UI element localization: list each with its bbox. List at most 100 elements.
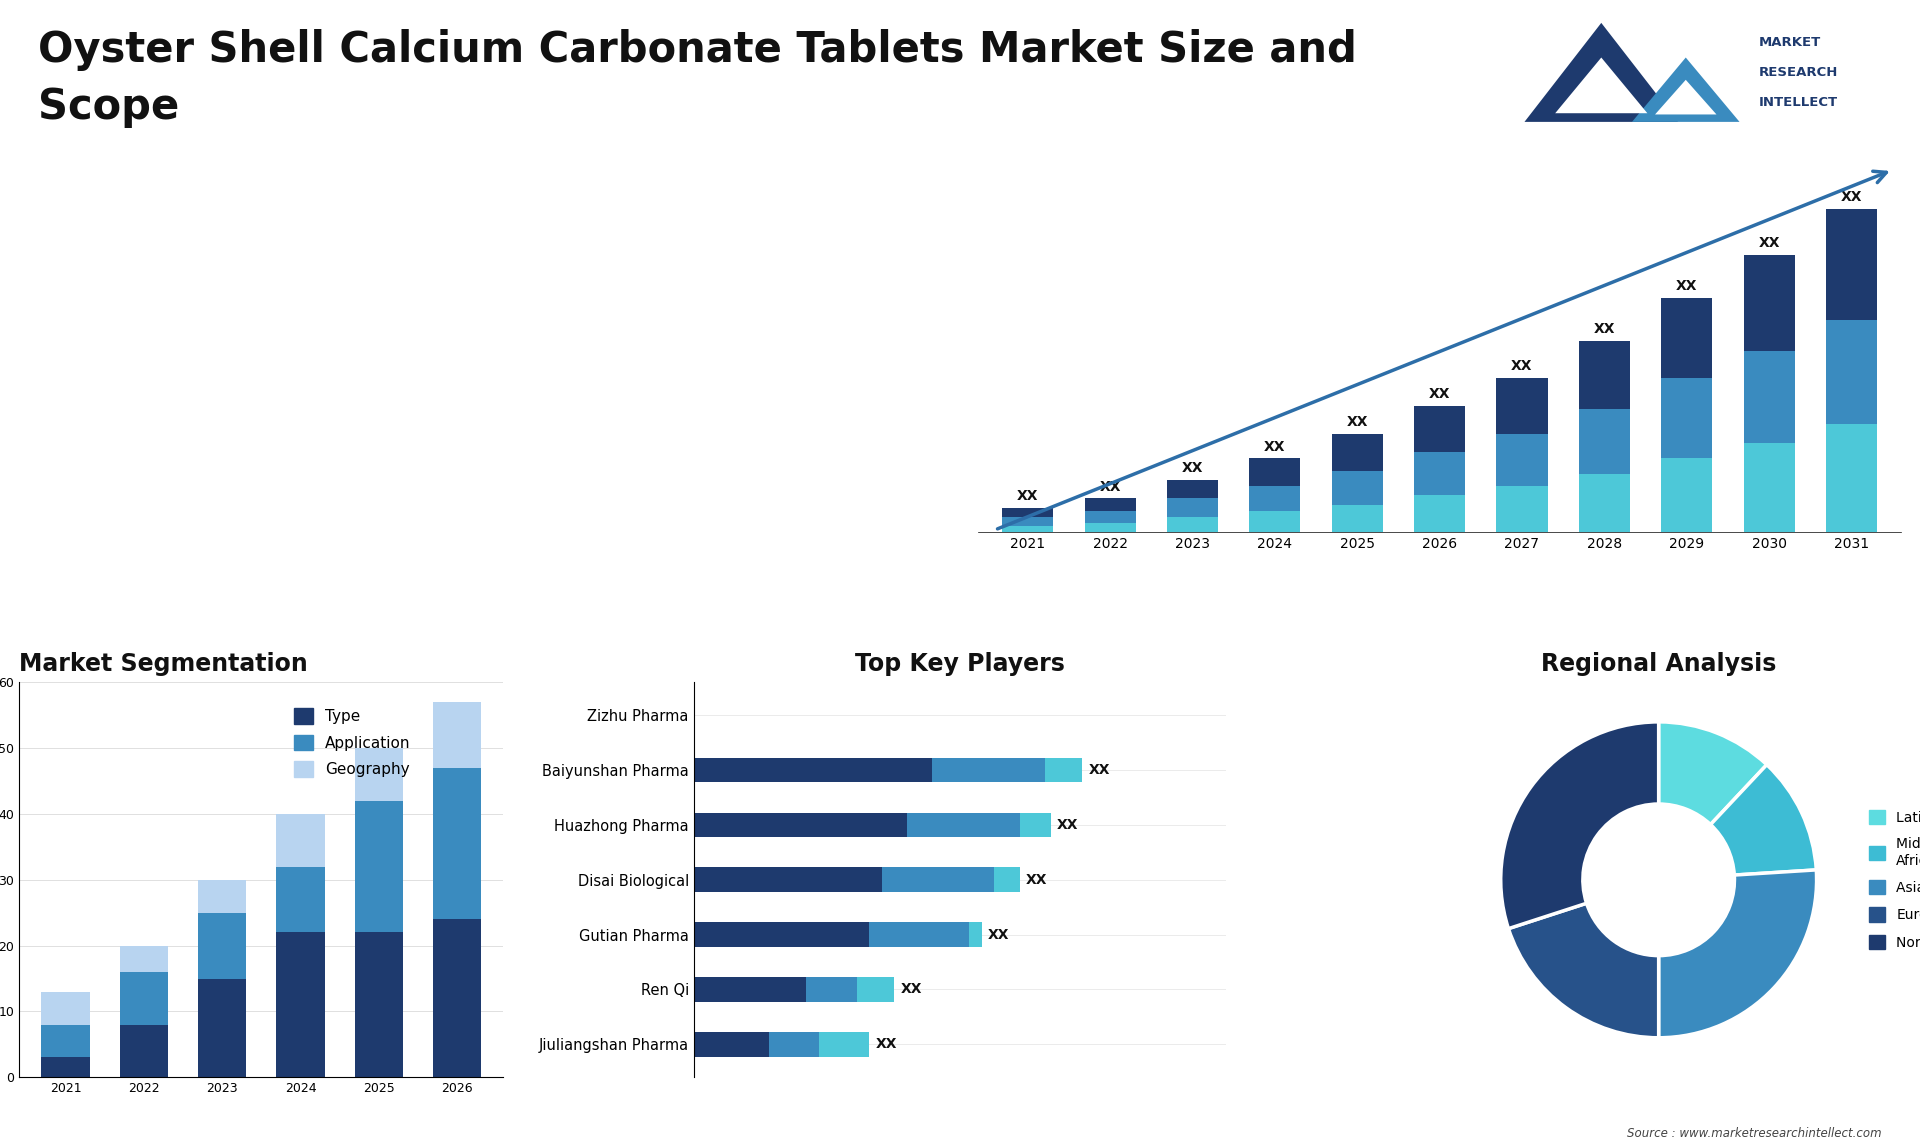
Bar xyxy=(995,868,1020,892)
Legend: Latin America, Middle East &
Africa, Asia Pacific, Europe, North America: Latin America, Middle East & Africa, Asi… xyxy=(1862,804,1920,955)
Wedge shape xyxy=(1501,722,1659,928)
Bar xyxy=(1044,758,1083,783)
Bar xyxy=(1415,495,1465,533)
Bar xyxy=(119,1025,169,1077)
Bar xyxy=(432,768,482,919)
Bar xyxy=(119,945,169,972)
Bar xyxy=(40,1058,90,1077)
Text: XX: XX xyxy=(1183,461,1204,476)
Bar xyxy=(276,814,324,866)
Bar xyxy=(1578,342,1630,409)
Text: XX: XX xyxy=(1676,280,1697,293)
Bar xyxy=(1085,499,1137,511)
Bar xyxy=(355,748,403,801)
Text: XX: XX xyxy=(1594,322,1615,337)
Bar xyxy=(1661,298,1713,378)
Legend: Type, Application, Geography: Type, Application, Geography xyxy=(288,701,417,784)
Text: Market Segmentation: Market Segmentation xyxy=(19,652,307,676)
Text: XX: XX xyxy=(1089,763,1110,777)
Bar xyxy=(1578,473,1630,533)
Bar xyxy=(355,801,403,933)
Bar xyxy=(1415,406,1465,453)
Text: XX: XX xyxy=(900,982,922,997)
Wedge shape xyxy=(1509,903,1659,1038)
Bar xyxy=(276,933,324,1077)
Text: MARKET: MARKET xyxy=(1759,37,1820,49)
Bar xyxy=(1496,486,1548,533)
Bar xyxy=(1332,504,1382,533)
Bar xyxy=(1578,409,1630,473)
Text: Scope: Scope xyxy=(38,86,180,128)
Bar xyxy=(1250,511,1300,533)
Bar xyxy=(1167,480,1217,499)
Text: XX: XX xyxy=(1058,818,1079,832)
Wedge shape xyxy=(1711,764,1816,876)
Text: XX: XX xyxy=(1841,190,1862,204)
Bar xyxy=(1661,458,1713,533)
Bar xyxy=(198,979,246,1077)
Bar xyxy=(856,978,895,1002)
Bar xyxy=(1020,813,1050,838)
Bar xyxy=(40,991,90,1025)
Bar xyxy=(1826,320,1878,424)
Text: XX: XX xyxy=(1018,489,1039,503)
Bar xyxy=(276,866,324,933)
Text: Oyster Shell Calcium Carbonate Tablets Market Size and: Oyster Shell Calcium Carbonate Tablets M… xyxy=(38,29,1357,71)
Bar xyxy=(1496,378,1548,433)
Bar xyxy=(432,919,482,1077)
Bar xyxy=(693,813,906,838)
Title: Regional Analysis: Regional Analysis xyxy=(1542,652,1776,676)
Text: XX: XX xyxy=(1511,360,1532,374)
Text: XX: XX xyxy=(1428,387,1450,401)
Text: XX: XX xyxy=(1100,479,1121,494)
Bar xyxy=(1743,444,1795,533)
Bar xyxy=(1743,254,1795,351)
Bar xyxy=(906,813,1020,838)
Bar xyxy=(1661,378,1713,458)
Bar xyxy=(1332,433,1382,471)
Wedge shape xyxy=(1659,722,1766,825)
Bar xyxy=(1826,424,1878,533)
Bar xyxy=(119,972,169,1025)
Bar xyxy=(1826,209,1878,320)
Text: XX: XX xyxy=(1346,415,1369,429)
Text: XX: XX xyxy=(876,1037,897,1051)
Bar xyxy=(1250,458,1300,486)
Bar xyxy=(1167,517,1217,533)
Bar xyxy=(870,923,970,947)
Text: RESEARCH: RESEARCH xyxy=(1759,65,1837,79)
Bar xyxy=(198,912,246,979)
Bar xyxy=(1743,351,1795,444)
Bar xyxy=(1002,517,1054,526)
Text: XX: XX xyxy=(1025,873,1046,887)
Bar xyxy=(1002,508,1054,517)
Bar xyxy=(355,933,403,1077)
Bar xyxy=(806,978,856,1002)
Bar xyxy=(1332,471,1382,504)
Bar xyxy=(693,923,870,947)
Polygon shape xyxy=(1655,80,1716,115)
Bar xyxy=(40,1025,90,1058)
Wedge shape xyxy=(1659,870,1816,1038)
Bar xyxy=(432,702,482,768)
Bar xyxy=(931,758,1044,783)
Polygon shape xyxy=(1555,57,1647,113)
Bar xyxy=(1415,453,1465,495)
Polygon shape xyxy=(1632,57,1740,121)
Bar xyxy=(1085,511,1137,523)
Bar xyxy=(1167,499,1217,517)
Bar xyxy=(198,880,246,912)
Bar xyxy=(693,868,881,892)
Bar xyxy=(820,1033,870,1057)
Title: Top Key Players: Top Key Players xyxy=(854,652,1066,676)
Bar xyxy=(1250,486,1300,511)
Bar xyxy=(1002,526,1054,533)
Text: XX: XX xyxy=(1263,440,1286,454)
Bar xyxy=(693,978,806,1002)
Bar xyxy=(768,1033,820,1057)
Text: INTELLECT: INTELLECT xyxy=(1759,95,1837,109)
Bar xyxy=(693,758,931,783)
Bar xyxy=(881,868,995,892)
Text: XX: XX xyxy=(1759,236,1780,250)
Text: XX: XX xyxy=(989,927,1010,942)
